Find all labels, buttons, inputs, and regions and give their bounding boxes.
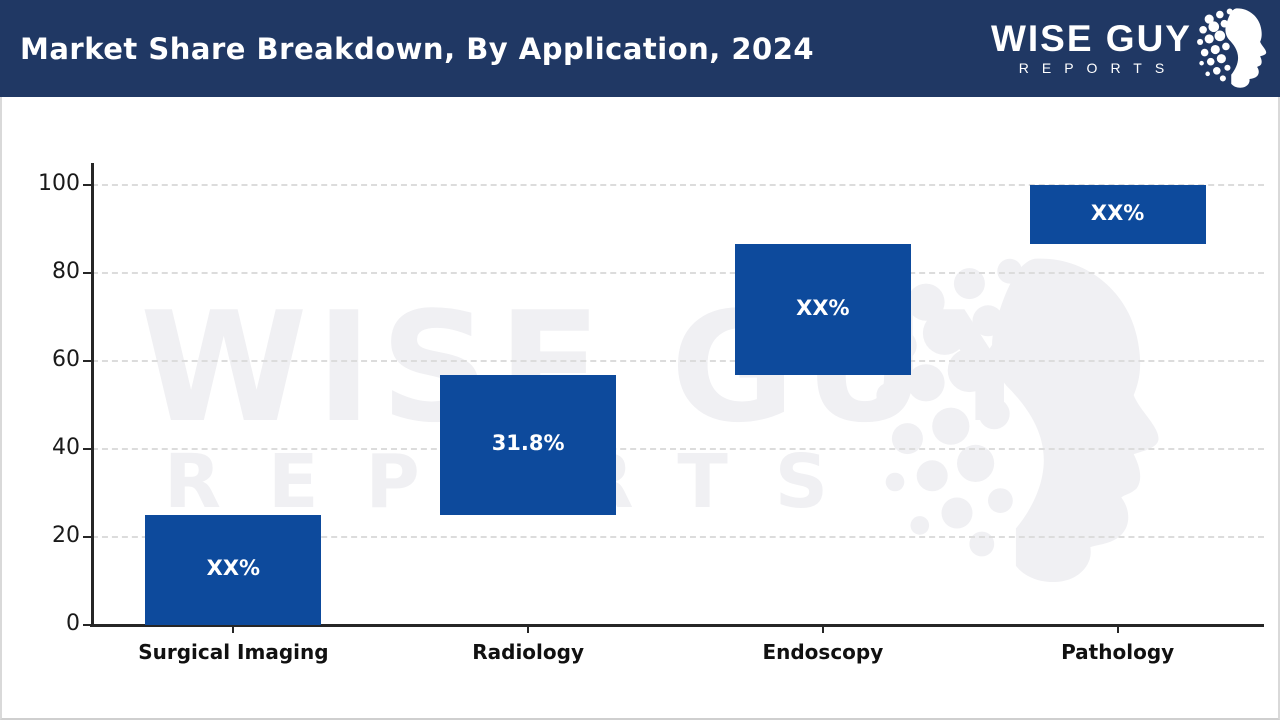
x-tick-mark (232, 625, 235, 633)
bar-value-label: XX% (206, 556, 261, 580)
x-category-label: Pathology (1061, 640, 1175, 664)
y-tick-label: 100 (38, 171, 80, 196)
logo-wordmark-line2: REPORTS (1018, 59, 1178, 76)
x-category-label: Endoscopy (762, 640, 884, 664)
wiseguy-head-watermark-icon (876, 258, 1159, 582)
y-tick-label: 0 (66, 611, 80, 636)
bar-radiology (440, 375, 617, 515)
gridline-y-20 (92, 536, 1264, 538)
bar-pathology (1029, 185, 1206, 245)
y-tick-label: 40 (52, 435, 80, 460)
y-tick-mark (83, 448, 92, 450)
y-tick-label: 80 (52, 259, 80, 284)
x-axis-line (90, 624, 1264, 627)
y-tick-mark (83, 184, 92, 186)
y-axis-line (91, 163, 94, 626)
bar-value-label: XX% (1090, 200, 1145, 225)
x-tick-mark (1116, 625, 1119, 633)
x-category-label: Radiology (472, 640, 584, 664)
gridline-y-60 (92, 360, 1264, 362)
bar-value-label: 31.8% (491, 431, 565, 456)
bar-value-label: XX% (796, 295, 850, 320)
logo-wordmark-line1: WISE GUY (990, 18, 1192, 60)
y-tick-mark (83, 360, 92, 362)
y-tick-label: 60 (52, 347, 80, 372)
chart-area: WISE GUY REPORTS 020406080100XX%Surgical… (0, 97, 1280, 720)
y-tick-mark (83, 272, 92, 274)
x-category-label: Surgical Imaging (138, 640, 329, 664)
gridline-y-80 (92, 272, 1264, 274)
y-tick-mark (83, 536, 92, 538)
bar-surgical-imaging (145, 515, 322, 625)
page-title: Market Share Breakdown, By Application, … (20, 31, 815, 66)
gridline-y-100 (92, 184, 1264, 186)
wiseguy-head-logo-icon (1197, 8, 1267, 88)
gridline-y-40 (92, 448, 1264, 450)
y-tick-label: 20 (52, 523, 80, 548)
x-tick-mark (821, 625, 824, 633)
y-tick-mark (83, 624, 92, 626)
header-bar: Market Share Breakdown, By Application, … (0, 0, 1280, 97)
wiseguy-logo: WISE GUY REPORTS (991, 4, 1270, 92)
x-tick-mark (527, 625, 530, 633)
logo-wordmark: WISE GUY REPORTS (990, 18, 1192, 76)
bar-endoscopy (734, 244, 911, 376)
